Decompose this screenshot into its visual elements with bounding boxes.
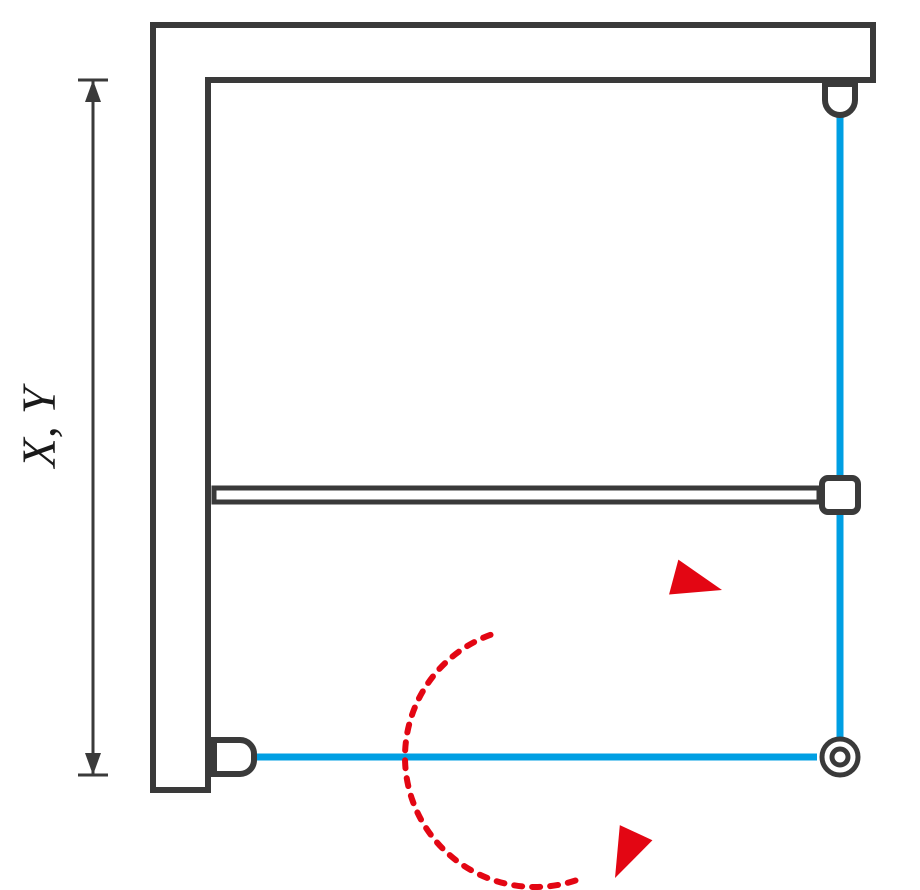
support-rail — [214, 488, 819, 502]
dimension-label: X, Y — [13, 383, 66, 469]
bottom-left-bracket — [214, 740, 254, 774]
hinge-inner — [832, 749, 848, 765]
swing-arrowhead — [669, 560, 722, 595]
dimension-arrow-bottom — [85, 753, 101, 775]
swing-arc — [405, 635, 579, 887]
dimension-arrow-top — [85, 80, 101, 102]
mid-bracket — [822, 478, 858, 512]
wall-outline — [153, 25, 873, 790]
swing-arrowhead — [615, 825, 652, 878]
top-bracket — [825, 84, 855, 115]
